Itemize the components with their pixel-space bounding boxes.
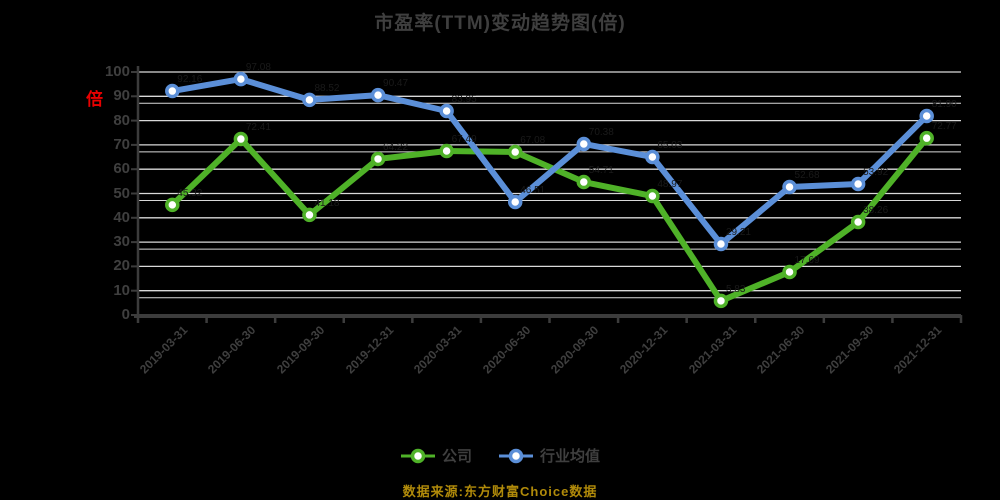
data-point-marker: [645, 188, 660, 204]
y-axis-tick-label: 20: [113, 257, 130, 275]
legend-item-company: 公司: [400, 445, 472, 466]
legend-marker-blue-icon: [499, 448, 533, 463]
data-point-label: 81.90: [932, 99, 957, 110]
data-point-marker: [165, 197, 180, 213]
data-point-marker: [576, 136, 592, 152]
data-point-label: 41.18: [314, 198, 339, 209]
data-point-label: 5.83: [726, 284, 746, 295]
data-point-label: 67.08: [520, 135, 545, 146]
data-point-marker: [576, 174, 592, 190]
data-point-marker: [507, 194, 523, 210]
data-point-label: 29.21: [726, 227, 751, 238]
data-point-label: 17.69: [795, 255, 820, 266]
legend-label-company: 公司: [441, 448, 472, 465]
data-point-label: 83.95: [452, 94, 477, 105]
data-point-label: 38.26: [863, 205, 888, 216]
data-point-label: 88.52: [314, 83, 339, 94]
data-point-label: 67.49: [452, 134, 477, 145]
data-point-label: 70.38: [589, 127, 614, 138]
data-point-label: 54.71: [589, 165, 614, 176]
data-point-marker: [919, 108, 934, 124]
data-point-marker: [370, 151, 386, 167]
data-point-marker: [850, 214, 866, 230]
data-point-label: 45.32: [177, 188, 202, 199]
data-point-label: 72.41: [246, 122, 271, 133]
data-point-marker: [713, 236, 729, 252]
legend-item-industry-average: 行业均值: [498, 445, 600, 466]
chart-title: 市盈率(TTM)变动趋势图(倍): [374, 13, 626, 34]
y-axis-tick-label: 0: [121, 306, 130, 323]
data-point-marker: [370, 87, 386, 103]
data-point-marker: [850, 176, 866, 192]
data-point-marker: [782, 264, 797, 280]
y-axis-tick-label: 10: [113, 281, 130, 299]
y-axis-tick-label: 80: [113, 111, 130, 129]
data-point-label: 97.08: [246, 62, 271, 73]
data-point-marker: [713, 293, 729, 309]
data-point-label: 72.77: [932, 121, 957, 132]
data-point-marker: [233, 71, 249, 87]
y-axis-tick-label: 90: [113, 87, 130, 105]
data-point-marker: [302, 92, 317, 108]
data-point-marker: [782, 179, 797, 195]
data-point-label: 46.51: [520, 185, 545, 196]
data-point-label: 48.97: [657, 179, 682, 190]
data-point-marker: [165, 83, 180, 99]
data-point-marker: [233, 131, 249, 147]
data-point-label: 65.03: [657, 140, 682, 151]
data-point-marker: [919, 130, 934, 146]
data-point-marker: [645, 149, 660, 165]
y-axis-tick-label: 40: [113, 208, 130, 226]
x-axis-line: [134, 314, 961, 318]
y-axis-tick-label: 30: [113, 233, 130, 251]
y-axis-unit-label: 倍: [86, 90, 103, 109]
data-point-marker: [439, 103, 454, 119]
y-axis-tick-label: 100: [104, 63, 130, 80]
y-axis-tick-label: 60: [113, 160, 130, 178]
industry-average-line: [169, 76, 930, 248]
data-point-label: 52.68: [795, 170, 820, 181]
data-point-marker: [507, 144, 523, 160]
y-axis-tick-label: 70: [113, 135, 130, 153]
data-point-label: 53.92: [863, 167, 888, 178]
legend-label-industry-average: 行业均值: [540, 448, 601, 465]
data-point-marker: [302, 207, 317, 223]
legend-marker-green-icon: [400, 448, 435, 463]
legend: 公司 行业均值: [0, 445, 1000, 466]
y-axis-tick-label: 50: [113, 184, 130, 202]
company-line: [169, 135, 930, 304]
data-point-label: 92.16: [177, 74, 202, 85]
data-point-marker: [439, 143, 454, 159]
data-point-label: 64.22: [383, 142, 408, 153]
source-note: 数据来源:东方财富Choice数据: [402, 484, 598, 499]
data-point-label: 90.47: [383, 78, 408, 89]
